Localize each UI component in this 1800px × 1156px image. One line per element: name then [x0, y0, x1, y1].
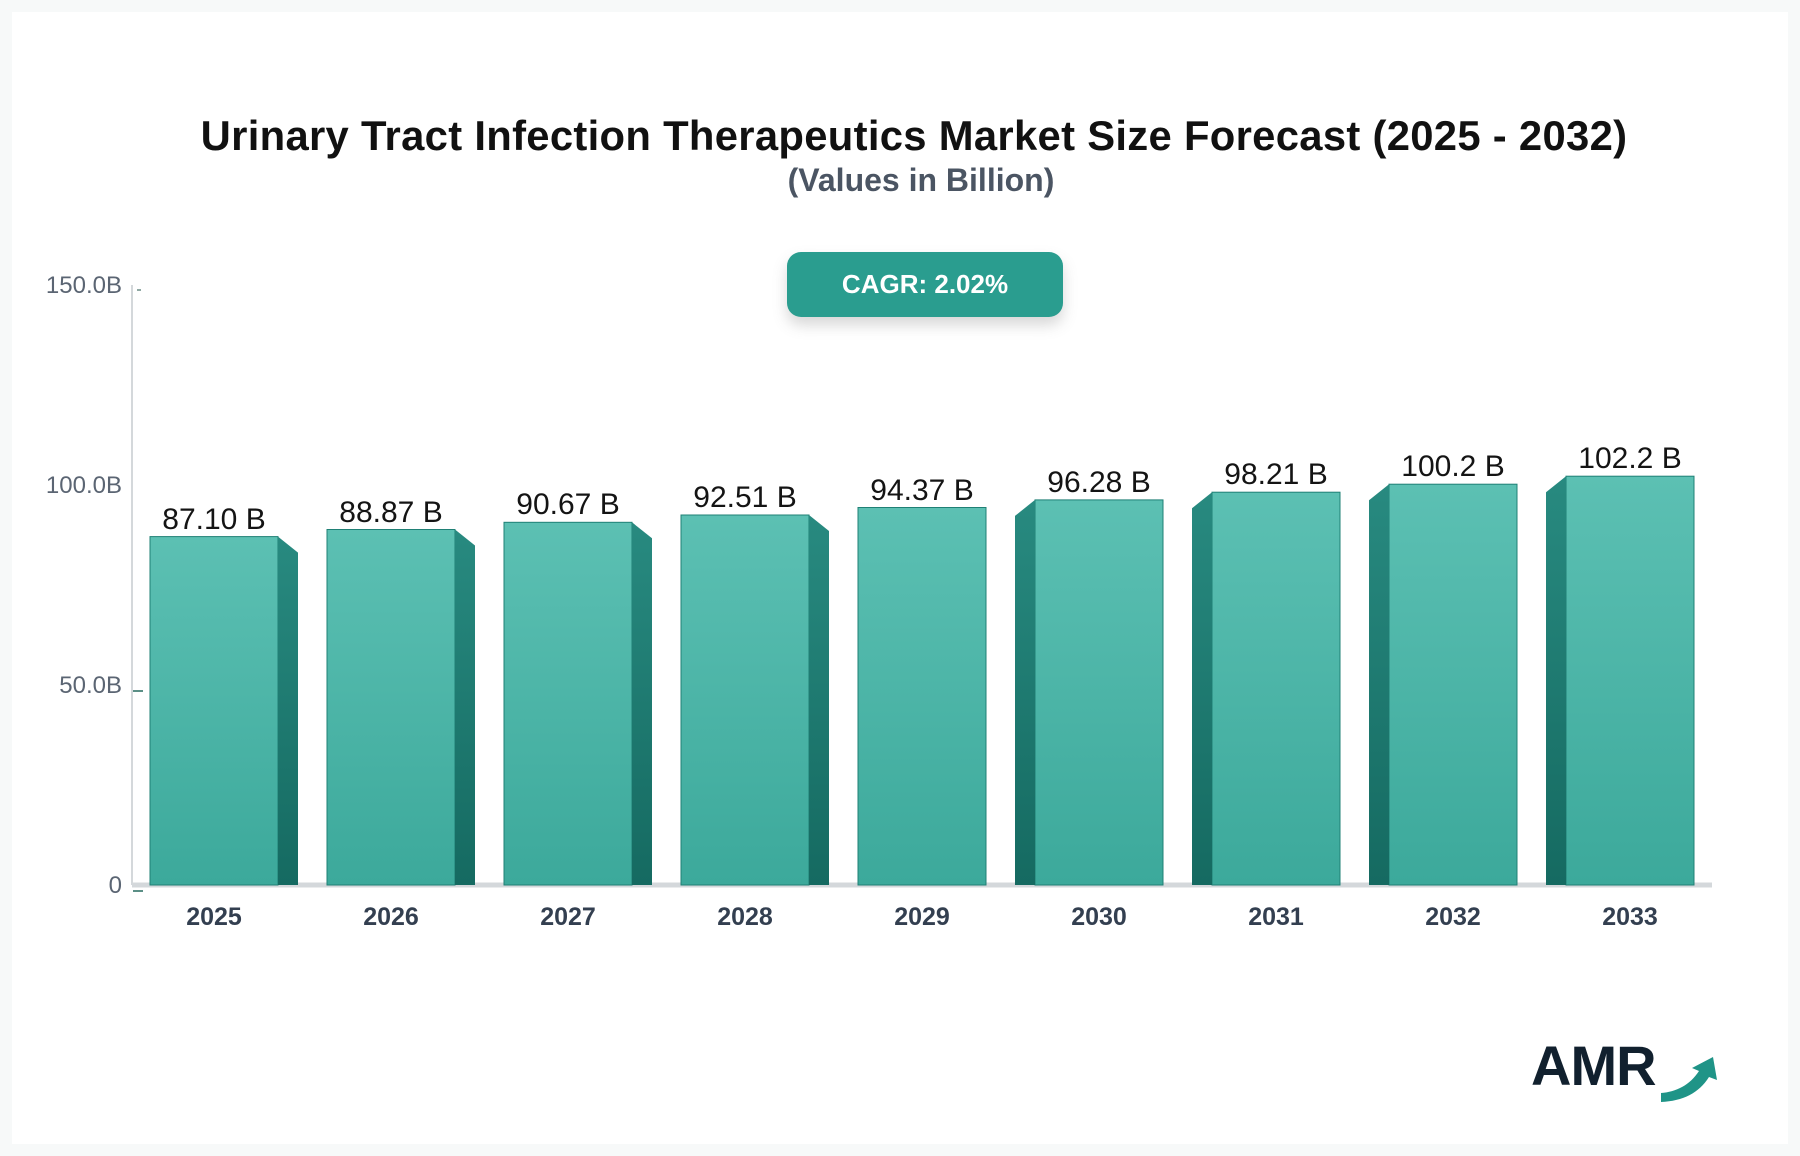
svg-text:AMR: AMR	[1531, 1034, 1656, 1097]
